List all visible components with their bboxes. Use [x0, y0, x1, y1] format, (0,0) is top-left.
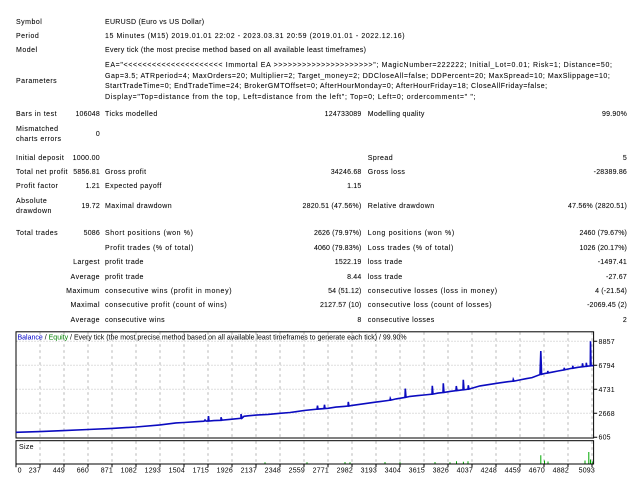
svg-text:2982: 2982 — [337, 468, 353, 475]
svg-text:1293: 1293 — [145, 468, 161, 475]
svg-text:4731: 4731 — [599, 387, 615, 394]
svg-text:449: 449 — [53, 468, 65, 475]
svg-text:2137: 2137 — [241, 468, 257, 475]
svg-text:0: 0 — [18, 468, 22, 475]
svg-text:2668: 2668 — [599, 411, 615, 418]
svg-text:3404: 3404 — [385, 468, 401, 475]
svg-text:871: 871 — [101, 468, 113, 475]
svg-text:1504: 1504 — [169, 468, 185, 475]
svg-text:4882: 4882 — [553, 468, 569, 475]
svg-text:8857: 8857 — [599, 339, 615, 346]
svg-text:2771: 2771 — [313, 468, 329, 475]
svg-text:3615: 3615 — [409, 468, 425, 475]
svg-text:237: 237 — [29, 468, 41, 475]
svg-text:4248: 4248 — [481, 468, 497, 475]
svg-text:Balance / Equity / Every tick: Balance / Equity / Every tick (the most … — [18, 335, 407, 342]
svg-text:1715: 1715 — [193, 468, 209, 475]
svg-text:2559: 2559 — [289, 468, 305, 475]
svg-text:605: 605 — [599, 435, 611, 442]
svg-text:1926: 1926 — [217, 468, 233, 475]
svg-text:4459: 4459 — [505, 468, 521, 475]
svg-text:660: 660 — [77, 468, 89, 475]
svg-text:6794: 6794 — [599, 363, 615, 370]
svg-text:3193: 3193 — [361, 468, 377, 475]
svg-text:4037: 4037 — [457, 468, 473, 475]
svg-text:5093: 5093 — [579, 468, 595, 475]
svg-text:3826: 3826 — [433, 468, 449, 475]
svg-text:1082: 1082 — [121, 468, 137, 475]
svg-text:4670: 4670 — [529, 468, 545, 475]
svg-text:Size: Size — [19, 444, 34, 451]
svg-text:2348: 2348 — [265, 468, 281, 475]
